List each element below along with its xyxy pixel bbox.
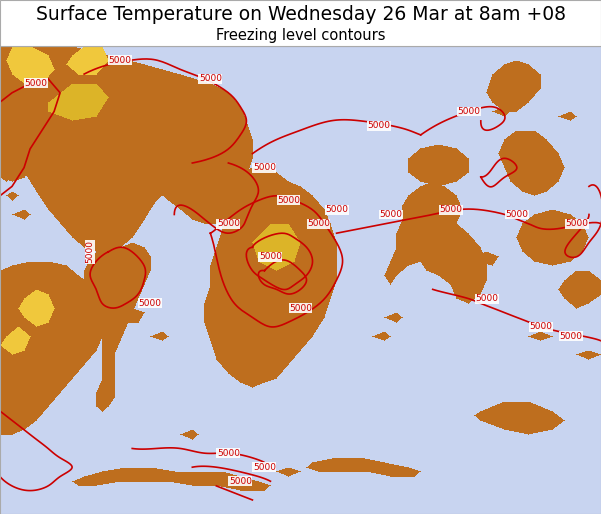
Text: 5000: 5000 — [199, 74, 222, 83]
Text: 5000: 5000 — [379, 210, 402, 219]
Text: 5000: 5000 — [277, 196, 300, 205]
Text: 5000: 5000 — [325, 205, 348, 214]
Text: 5000: 5000 — [505, 210, 528, 219]
Text: 5000: 5000 — [457, 107, 480, 116]
Text: 5000: 5000 — [217, 219, 240, 228]
Text: 5000: 5000 — [253, 163, 276, 172]
Text: 5000: 5000 — [253, 463, 276, 472]
Text: 5000: 5000 — [25, 79, 47, 88]
Text: 5000: 5000 — [566, 219, 588, 228]
Text: 5000: 5000 — [560, 332, 582, 341]
Text: 5000: 5000 — [86, 241, 94, 263]
Text: 5000: 5000 — [109, 56, 132, 65]
Text: 5000: 5000 — [529, 322, 552, 332]
Text: 5000: 5000 — [139, 299, 162, 308]
Text: 5000: 5000 — [307, 219, 330, 228]
Text: Freezing level contours: Freezing level contours — [216, 28, 385, 43]
Text: 5000: 5000 — [217, 449, 240, 457]
Text: 5000: 5000 — [367, 121, 390, 130]
Text: 5000: 5000 — [439, 205, 462, 214]
Text: 5000: 5000 — [475, 294, 498, 303]
Text: 5000: 5000 — [289, 304, 312, 313]
Text: 5000: 5000 — [259, 252, 282, 261]
Text: Surface Temperature on Wednesday 26 Mar at 8am +08: Surface Temperature on Wednesday 26 Mar … — [35, 5, 566, 24]
Text: 5000: 5000 — [229, 477, 252, 486]
